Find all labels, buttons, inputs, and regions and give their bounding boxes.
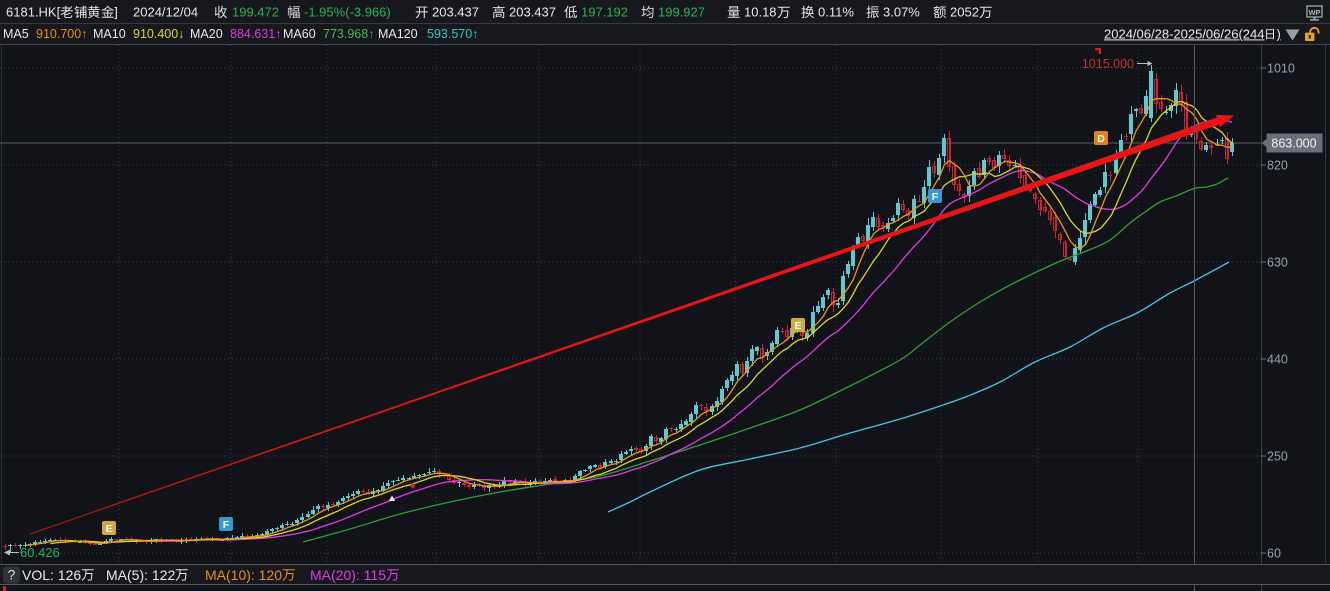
svg-text:WP: WP [1308,8,1320,17]
svg-text:F: F [932,191,939,203]
svg-text:F: F [223,519,230,531]
svg-text:1010: 1010 [1267,62,1295,76]
svg-text:1015.000: 1015.000 [1082,57,1134,71]
svg-text:250: 250 [1267,450,1288,464]
svg-text:60.426: 60.426 [20,545,60,560]
svg-text:E: E [794,320,801,332]
svg-text:440: 440 [1267,353,1288,367]
svg-text:60: 60 [1267,547,1281,561]
svg-text:630: 630 [1267,256,1288,270]
svg-text:E: E [105,523,112,535]
svg-text:D: D [1097,133,1105,145]
svg-text:863.000: 863.000 [1271,137,1316,151]
svg-text:820: 820 [1267,159,1288,173]
